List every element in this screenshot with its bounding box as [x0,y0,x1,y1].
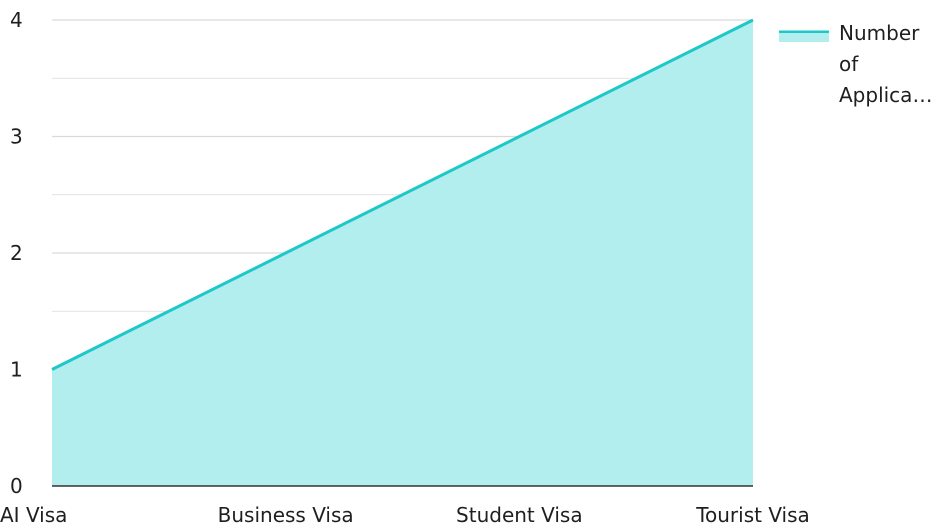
x-tick-label: Tourist Visa [695,503,810,526]
y-tick-label: 2 [10,241,23,265]
legend-label-line-3: Applica… [839,83,932,107]
legend-swatch-fill [779,33,829,42]
legend-label-line-1: Number [839,21,920,45]
y-axis-tick-labels: 0 1 2 3 4 [10,8,23,498]
x-tick-label: Student Visa [456,503,583,526]
legend[interactable]: Number of Applica… [779,21,932,107]
legend-label-line-2: of [839,52,859,76]
x-axis-tick-labels: AI Visa Business Visa Student Visa Tourist … [0,503,810,526]
series-area-fill [52,20,753,486]
y-tick-label: 0 [10,474,23,498]
y-tick-label: 4 [10,8,23,32]
y-tick-label: 3 [10,125,23,149]
series-line [51,18,754,371]
x-tick-label: AI Visa [0,503,67,526]
x-tick-label: Business Visa [218,503,354,526]
y-tick-label: 1 [10,358,23,382]
